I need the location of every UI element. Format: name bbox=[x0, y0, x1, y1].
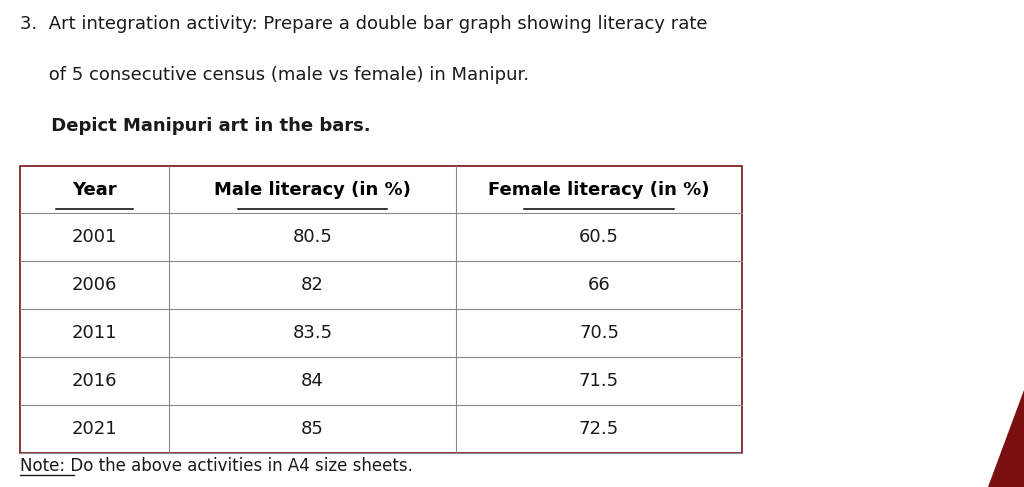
Text: 2006: 2006 bbox=[72, 276, 118, 294]
Text: 2021: 2021 bbox=[72, 420, 118, 438]
Text: 3.  Art integration activity: Prepare a double bar graph showing literacy rate: 3. Art integration activity: Prepare a d… bbox=[20, 15, 708, 33]
Text: 85: 85 bbox=[301, 420, 324, 438]
Text: 2011: 2011 bbox=[72, 324, 118, 342]
Text: Depict Manipuri art in the bars.: Depict Manipuri art in the bars. bbox=[20, 117, 371, 135]
Text: 82: 82 bbox=[301, 276, 324, 294]
Text: 2001: 2001 bbox=[72, 228, 118, 246]
Text: 66: 66 bbox=[588, 276, 610, 294]
Text: 80.5: 80.5 bbox=[293, 228, 332, 246]
Text: 2016: 2016 bbox=[72, 372, 118, 390]
Bar bbox=[20, 166, 742, 453]
Text: 70.5: 70.5 bbox=[579, 324, 620, 342]
Text: of 5 consecutive census (male vs female) in Manipur.: of 5 consecutive census (male vs female)… bbox=[20, 66, 529, 84]
Text: Year: Year bbox=[73, 181, 117, 199]
Text: 72.5: 72.5 bbox=[579, 420, 620, 438]
Text: 83.5: 83.5 bbox=[292, 324, 333, 342]
Polygon shape bbox=[988, 390, 1024, 487]
Text: 71.5: 71.5 bbox=[579, 372, 620, 390]
Text: 84: 84 bbox=[301, 372, 324, 390]
Text: 60.5: 60.5 bbox=[580, 228, 618, 246]
Text: Note: Do the above activities in A4 size sheets.: Note: Do the above activities in A4 size… bbox=[20, 457, 414, 475]
Text: Male literacy (in %): Male literacy (in %) bbox=[214, 181, 411, 199]
Text: Female literacy (in %): Female literacy (in %) bbox=[488, 181, 710, 199]
